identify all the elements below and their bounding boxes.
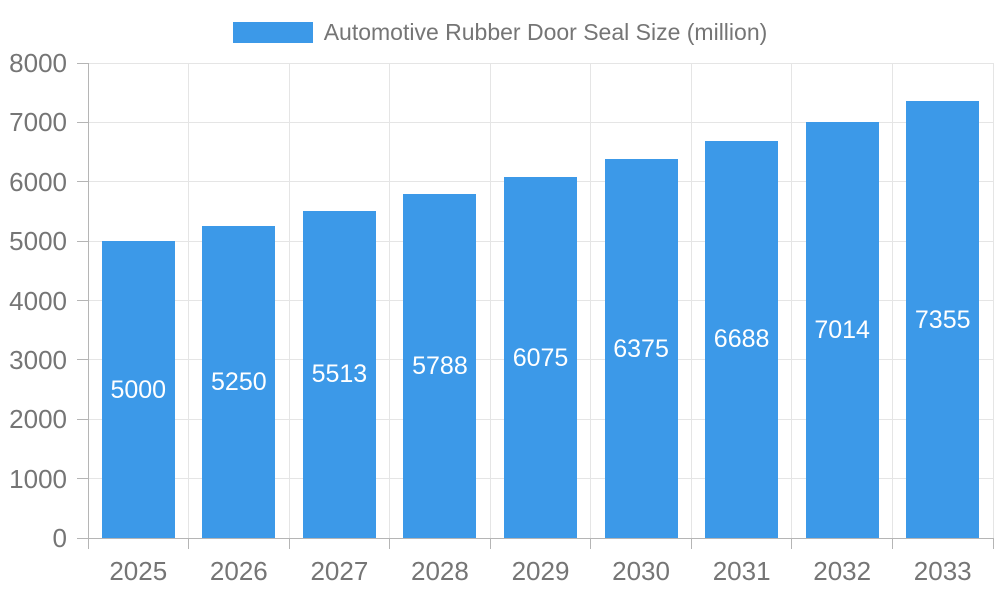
gridline-v <box>690 63 692 538</box>
y-tick-label: 1000 <box>9 463 67 494</box>
legend-item[interactable]: Automotive Rubber Door Seal Size (millio… <box>0 17 1000 47</box>
x-tick-label: 2032 <box>813 556 872 586</box>
gridline-h <box>88 121 993 123</box>
bar-2026[interactable] <box>202 226 276 538</box>
y-tick-label: 0 <box>52 523 67 553</box>
x-tick-mark <box>791 538 793 549</box>
y-tick-label: 7000 <box>9 107 67 138</box>
legend-label: Automotive Rubber Door Seal Size (millio… <box>323 18 768 45</box>
x-tick-mark <box>891 538 893 549</box>
y-tick-label: 6000 <box>9 166 67 197</box>
gridline-v <box>489 63 491 538</box>
x-tick-label: 2027 <box>310 556 369 586</box>
y-tick-mark <box>77 240 88 242</box>
x-tick-mark <box>590 538 592 549</box>
gridline-h <box>88 62 993 64</box>
x-tick-mark <box>992 538 994 549</box>
bar-2030[interactable] <box>604 159 678 538</box>
y-tick-mark <box>77 62 88 64</box>
x-axis-border <box>88 537 993 539</box>
x-tick-label: 2025 <box>109 556 168 586</box>
x-tick-label: 2029 <box>511 556 570 586</box>
y-tick-mark <box>77 181 88 183</box>
y-tick-label: 8000 <box>9 48 67 78</box>
gridline-v <box>992 63 994 538</box>
x-tick-label: 2031 <box>712 556 771 586</box>
y-tick-mark <box>77 359 88 361</box>
y-tick-mark <box>77 418 88 420</box>
x-tick-label: 2033 <box>913 556 972 586</box>
x-tick-mark <box>288 538 290 549</box>
x-tick-mark <box>389 538 391 549</box>
bar-2032[interactable] <box>805 121 879 538</box>
y-tick-label: 5000 <box>9 226 67 257</box>
gridline-v <box>891 63 893 538</box>
y-tick-mark <box>77 121 88 123</box>
y-axis-border <box>87 63 89 549</box>
gridline-v <box>389 63 391 538</box>
x-tick-mark <box>188 538 190 549</box>
x-tick-label: 2026 <box>209 556 268 586</box>
x-tick-mark <box>690 538 692 549</box>
x-tick-mark <box>489 538 491 549</box>
gridline-v <box>791 63 793 538</box>
bar-2027[interactable] <box>302 210 376 538</box>
y-tick-mark <box>77 300 88 301</box>
gridline-v <box>188 63 190 538</box>
bar-2028[interactable] <box>403 194 477 538</box>
y-tick-label: 2000 <box>9 404 67 435</box>
y-tick-mark <box>77 478 88 480</box>
y-tick-mark <box>77 537 88 539</box>
y-tick-label: 3000 <box>9 344 67 375</box>
bar-2025[interactable] <box>101 241 175 538</box>
bar-2029[interactable] <box>504 177 577 538</box>
x-tick-label: 2030 <box>612 556 670 586</box>
gridline-v <box>288 63 290 538</box>
y-tick-label: 4000 <box>9 285 67 316</box>
x-tick-label: 2028 <box>411 556 469 586</box>
bar-2033[interactable] <box>906 101 980 538</box>
legend-swatch <box>232 21 313 43</box>
bar-2031[interactable] <box>705 140 779 538</box>
gridline-v <box>590 63 592 538</box>
